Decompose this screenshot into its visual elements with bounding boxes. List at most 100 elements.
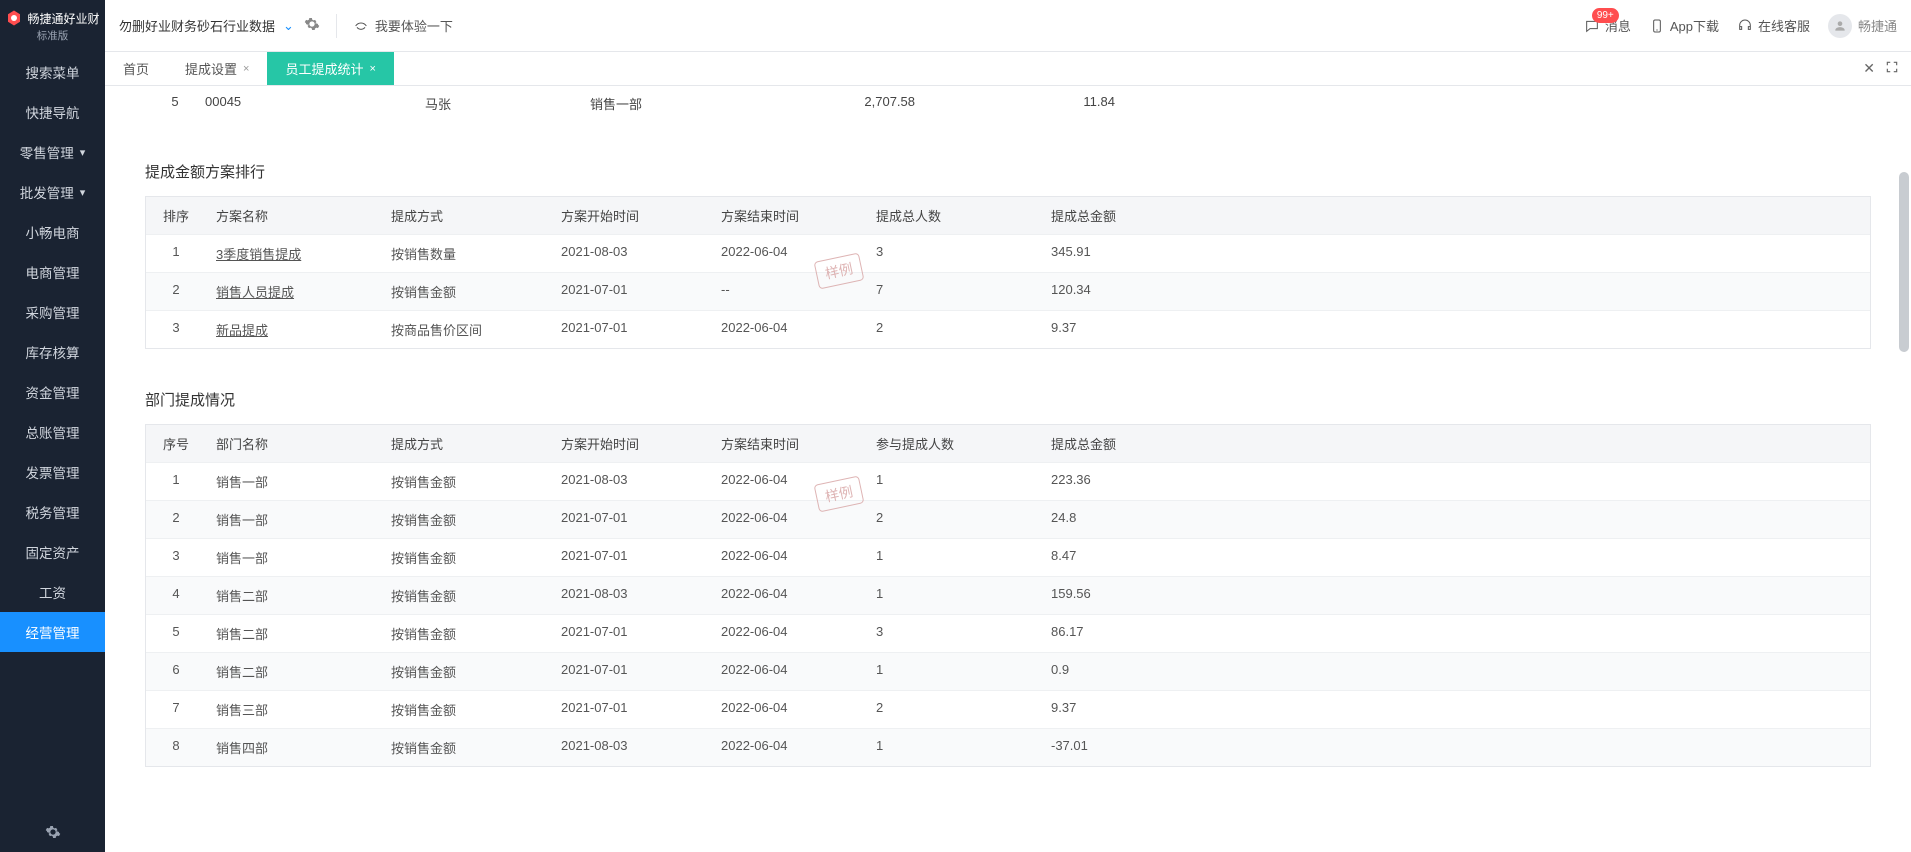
- cell-plan[interactable]: 新品提成: [206, 311, 381, 348]
- cell-method: 按销售数量: [381, 235, 551, 272]
- cell-start: 2021-08-03: [551, 235, 711, 272]
- close-all-icon[interactable]: ✕: [1863, 60, 1875, 77]
- plan-ranking-table: 排序 方案名称 提成方式 方案开始时间 方案结束时间 提成总人数 提成总金额 1…: [145, 196, 1871, 349]
- cell-dept: 销售二部: [206, 615, 381, 652]
- cell-method: 按销售金额: [381, 615, 551, 652]
- sidebar-item[interactable]: 总账管理: [0, 412, 105, 452]
- experience-link[interactable]: 我要体验一下: [353, 16, 453, 35]
- fullscreen-icon[interactable]: [1885, 60, 1899, 77]
- sidebar-item[interactable]: 电商管理: [0, 252, 105, 292]
- sidebar-item[interactable]: 零售管理▾: [0, 132, 105, 172]
- cell-total: 8.47: [1041, 539, 1870, 576]
- cell-seq: 1: [146, 463, 206, 500]
- cell-end: 2022-06-04: [711, 235, 866, 272]
- col-header: 参与提成人数: [866, 425, 1041, 462]
- col-header: 提成总金额: [1041, 425, 1870, 462]
- sidebar-item-label: 电商管理: [26, 262, 80, 282]
- col-header: 部门名称: [206, 425, 381, 462]
- cell-start: 2021-07-01: [551, 501, 711, 538]
- cell-end: 2022-06-04: [711, 615, 866, 652]
- cell-end: 2022-06-04: [711, 729, 866, 766]
- cell-total: -37.01: [1041, 729, 1870, 766]
- sidebar-item[interactable]: 经营管理: [0, 612, 105, 652]
- user-menu[interactable]: 畅捷通: [1828, 14, 1897, 38]
- sidebar-item[interactable]: 库存核算: [0, 332, 105, 372]
- table-row: 13季度销售提成按销售数量2021-08-032022-06-043345.91: [146, 234, 1870, 272]
- close-icon[interactable]: ×: [243, 63, 249, 75]
- table-row: 7销售三部按销售金额2021-07-012022-06-0429.37: [146, 690, 1870, 728]
- table-row: 8销售四部按销售金额2021-08-032022-06-041-37.01: [146, 728, 1870, 766]
- cell-method: 按销售金额: [381, 539, 551, 576]
- sidebar-item[interactable]: 发票管理: [0, 452, 105, 492]
- scrollbar[interactable]: [1899, 172, 1909, 352]
- cell-total: 86.17: [1041, 615, 1870, 652]
- support-button[interactable]: 在线客服: [1737, 16, 1810, 35]
- cell-start: 2021-08-03: [551, 577, 711, 614]
- sidebar-item-label: 资金管理: [26, 382, 80, 402]
- tab[interactable]: 提成设置×: [167, 52, 267, 85]
- cell-end: 2022-06-04: [711, 577, 866, 614]
- sidebar-item-label: 搜索菜单: [26, 62, 80, 82]
- cell-amount: 2,707.58: [745, 94, 945, 113]
- sidebar-item[interactable]: 资金管理: [0, 372, 105, 412]
- brand-icon: [5, 9, 23, 27]
- org-selector[interactable]: 勿删好业财务砂石行业数据 ⌄: [119, 16, 294, 35]
- close-icon[interactable]: ×: [369, 63, 375, 75]
- sidebar-item[interactable]: 快捷导航: [0, 92, 105, 132]
- cell-method: 按销售金额: [381, 729, 551, 766]
- settings-button[interactable]: [0, 812, 105, 852]
- sidebar-item-label: 零售管理: [20, 142, 74, 162]
- cell-seq: 2: [146, 273, 206, 310]
- sidebar-item[interactable]: 批发管理▾: [0, 172, 105, 212]
- sidebar-item-label: 固定资产: [26, 542, 80, 562]
- tab[interactable]: 首页: [105, 52, 167, 85]
- tab[interactable]: 员工提成统计×: [267, 52, 393, 85]
- cell-people: 2: [866, 311, 1041, 348]
- cell-dept: 销售一部: [206, 501, 381, 538]
- table-row: 5 00045 马张 销售一部 2,707.58 11.84: [145, 86, 1871, 121]
- messages-button[interactable]: 99+ 消息: [1584, 16, 1631, 35]
- sidebar-item[interactable]: 采购管理: [0, 292, 105, 332]
- cell-start: 2021-08-03: [551, 729, 711, 766]
- cell-total: 159.56: [1041, 577, 1870, 614]
- cell-people: 7: [866, 273, 1041, 310]
- dept-commission-table: 序号 部门名称 提成方式 方案开始时间 方案结束时间 参与提成人数 提成总金额 …: [145, 424, 1871, 767]
- table-row: 5销售二部按销售金额2021-07-012022-06-04386.17: [146, 614, 1870, 652]
- cell-seq: 8: [146, 729, 206, 766]
- cell-plan[interactable]: 3季度销售提成: [206, 235, 381, 272]
- table-header: 排序 方案名称 提成方式 方案开始时间 方案结束时间 提成总人数 提成总金额: [146, 197, 1870, 234]
- cell-method: 按销售金额: [381, 653, 551, 690]
- cell-start: 2021-08-03: [551, 463, 711, 500]
- col-header: 提成方式: [381, 425, 551, 462]
- sidebar-item[interactable]: 小畅电商: [0, 212, 105, 252]
- sidebar-item-label: 经营管理: [26, 622, 80, 642]
- cell-end: --: [711, 273, 866, 310]
- org-settings-icon[interactable]: [304, 16, 320, 36]
- download-label: App下载: [1670, 16, 1719, 35]
- cell-method: 按销售金额: [381, 273, 551, 310]
- cell-start: 2021-07-01: [551, 539, 711, 576]
- sidebar-item[interactable]: 搜索菜单: [0, 52, 105, 92]
- sidebar-item[interactable]: 税务管理: [0, 492, 105, 532]
- cell-code: 00045: [205, 94, 425, 113]
- sidebar-item-label: 快捷导航: [26, 102, 80, 122]
- sidebar-item[interactable]: 固定资产: [0, 532, 105, 572]
- col-header: 序号: [146, 425, 206, 462]
- cell-method: 按销售金额: [381, 463, 551, 500]
- sidebar-item[interactable]: 工资: [0, 572, 105, 612]
- cell-people: 2: [866, 691, 1041, 728]
- cell-dept: 销售一部: [590, 94, 745, 113]
- cell-people: 3: [866, 615, 1041, 652]
- cell-end: 2022-06-04: [711, 463, 866, 500]
- col-header: 方案结束时间: [711, 425, 866, 462]
- cell-end: 2022-06-04: [711, 539, 866, 576]
- table-row: 6销售二部按销售金额2021-07-012022-06-0410.9: [146, 652, 1870, 690]
- table-row: 4销售二部按销售金额2021-08-032022-06-041159.56: [146, 576, 1870, 614]
- cell-plan[interactable]: 销售人员提成: [206, 273, 381, 310]
- col-header: 提成方式: [381, 197, 551, 234]
- col-header: 方案开始时间: [551, 425, 711, 462]
- section-title: 提成金额方案排行: [145, 161, 1871, 182]
- app-download-button[interactable]: App下载: [1649, 16, 1719, 35]
- cell-dept: 销售四部: [206, 729, 381, 766]
- cell-name: 马张: [425, 94, 590, 113]
